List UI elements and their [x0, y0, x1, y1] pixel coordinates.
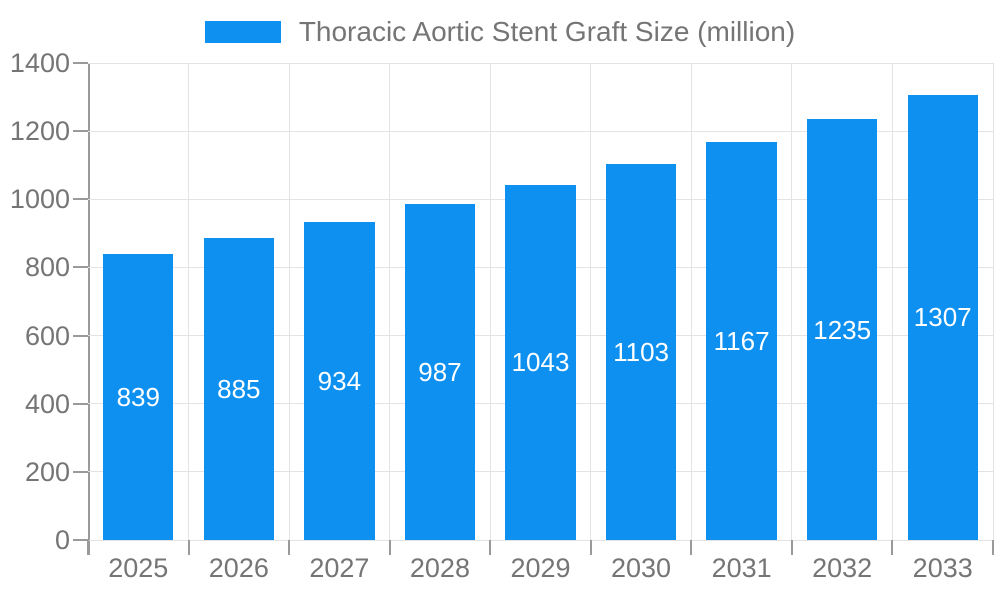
legend-swatch: [204, 21, 281, 43]
x-tick-label: 2033: [912, 553, 973, 583]
gridline-horizontal: [88, 539, 993, 541]
y-tick-label: 0: [54, 525, 70, 555]
bar: 1307: [907, 94, 978, 540]
y-tick-label: 400: [24, 388, 70, 419]
x-axis-tick: [992, 540, 994, 555]
x-tick-label: 2027: [309, 553, 370, 583]
bar: 934: [304, 221, 375, 540]
gridline-vertical: [188, 63, 190, 540]
x-axis-tick: [790, 540, 793, 555]
y-axis-tick: [73, 130, 88, 133]
gridline-vertical: [288, 63, 290, 540]
y-axis-tick: [73, 402, 88, 405]
gridline-vertical: [891, 63, 893, 540]
y-axis-line: [88, 63, 90, 555]
y-axis-tick: [73, 198, 88, 201]
x-tick-label: 2032: [812, 553, 873, 583]
bar-value-label: 934: [317, 365, 362, 396]
x-axis-tick: [489, 540, 492, 555]
y-tick-label: 1400: [9, 48, 70, 78]
y-axis-tick: [73, 470, 88, 473]
y-axis-tick: [73, 266, 88, 269]
x-axis-tick: [288, 540, 291, 555]
gridline-vertical: [489, 63, 491, 540]
y-axis-tick: [73, 62, 88, 64]
plot-area: 839 885 934 987 1043 1103 1167 1235 1307: [73, 62, 994, 555]
y-tick-label: 200: [24, 456, 70, 487]
x-tick-label: 2030: [611, 553, 672, 583]
gridline-vertical: [590, 63, 592, 540]
x-axis-tick: [87, 540, 89, 555]
bar: 987: [404, 203, 476, 540]
x-tick-label: 2025: [108, 553, 169, 583]
bar-value-label: 1307: [913, 302, 972, 333]
bar-value-label: 839: [116, 382, 160, 413]
gridline-horizontal: [88, 62, 993, 64]
y-axis-tick: [73, 539, 88, 541]
x-axis-tick: [690, 540, 693, 555]
gridline-vertical: [992, 63, 994, 540]
gridline-vertical: [791, 63, 793, 540]
bar: 1167: [706, 142, 777, 540]
legend-label: Thoracic Aortic Stent Graft Size (millio…: [298, 16, 796, 47]
y-tick-label: 600: [24, 320, 70, 351]
x-tick-label: 2028: [409, 553, 470, 583]
x-tick-label: 2026: [208, 553, 269, 583]
y-tick-label: 800: [24, 252, 70, 283]
bar-value-label: 987: [418, 356, 462, 387]
bar-value-label: 1167: [713, 326, 770, 357]
legend: Thoracic Aortic Stent Graft Size (millio…: [0, 18, 1000, 46]
y-tick-label: 1000: [9, 184, 70, 215]
bar: 1235: [806, 119, 878, 540]
bar-value-label: 1235: [813, 314, 872, 345]
x-axis-tick: [388, 540, 391, 555]
y-tick-label: 1200: [9, 116, 70, 147]
x-axis-tick: [187, 540, 190, 555]
bar-value-label: 1043: [511, 347, 570, 378]
bar-value-label: 885: [217, 374, 261, 405]
bar: 1103: [605, 164, 677, 540]
y-axis-tick: [73, 334, 88, 337]
bar: 839: [103, 254, 174, 540]
x-tick-label: 2029: [510, 553, 571, 583]
x-axis-tick: [589, 540, 592, 555]
x-tick-label: 2031: [711, 553, 772, 583]
gridline-vertical: [389, 63, 391, 540]
x-axis-tick: [891, 540, 894, 555]
bar: 885: [203, 238, 274, 540]
gridline-vertical: [690, 63, 692, 540]
bar-value-label: 1103: [613, 337, 669, 368]
bar: 1043: [505, 184, 576, 540]
gridline-horizontal: [88, 130, 993, 132]
